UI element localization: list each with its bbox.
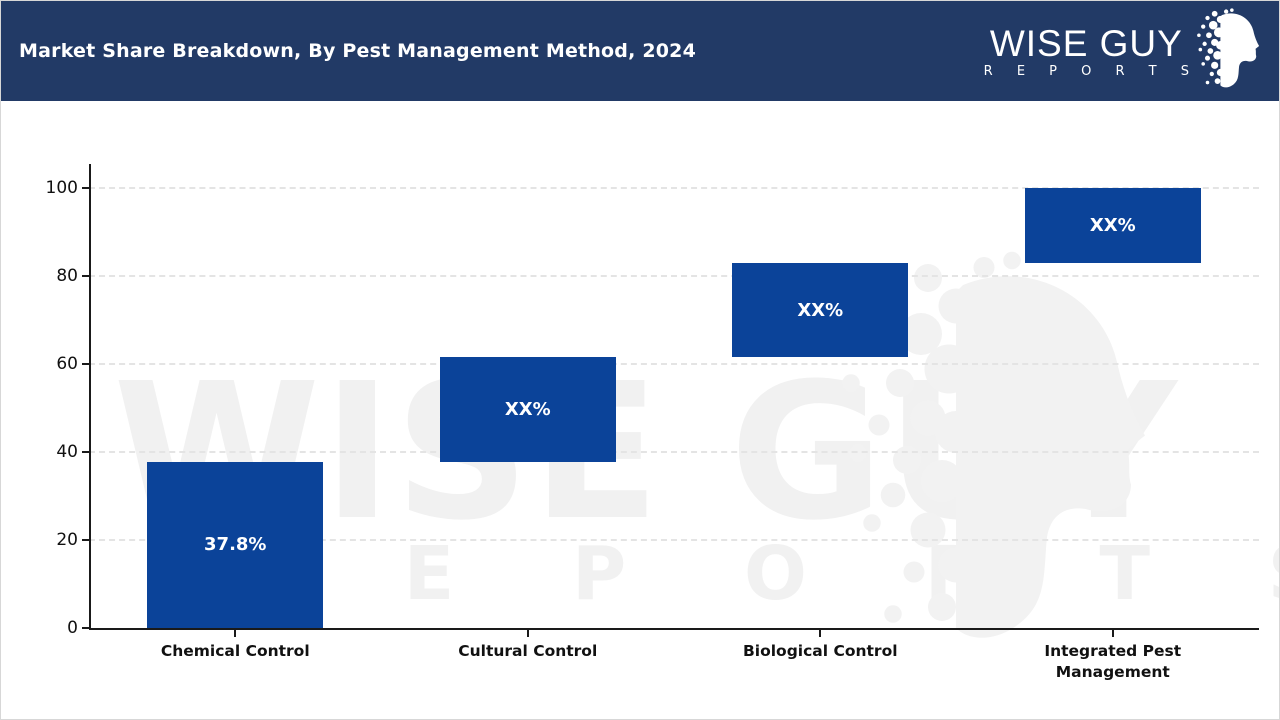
bar-value-label: 37.8%: [204, 534, 267, 556]
category-label: Chemical Control: [160, 642, 310, 660]
gridline: [89, 363, 1259, 365]
bar-value-label: XX%: [1089, 214, 1136, 236]
y-tick-mark: [82, 187, 89, 189]
bar-value-label: XX%: [797, 299, 844, 321]
gridline: [89, 275, 1259, 277]
y-axis: [89, 164, 91, 630]
y-tick-label: 80: [56, 266, 78, 286]
watermark-subtitle: R E P O R T S: [229, 531, 1280, 617]
x-tick-mark: [234, 630, 237, 637]
category-label: Integrated Pest Management: [1044, 642, 1182, 681]
x-axis: [89, 628, 1259, 630]
y-tick-label: 60: [56, 354, 78, 374]
bar-value-label: XX%: [504, 399, 551, 421]
logo-wordmark: WISE GUY: [989, 22, 1183, 64]
y-tick-label: 0: [67, 618, 78, 638]
gridline: [89, 539, 1259, 541]
gridline: [89, 187, 1259, 189]
x-tick-mark: [1111, 630, 1114, 637]
gridline: [89, 451, 1259, 453]
logo-text: WISE GUY R E P O R T S: [974, 25, 1199, 78]
x-tick-mark: [526, 630, 529, 637]
bar-integrated-pest-management: XX%: [1024, 188, 1201, 263]
y-tick-mark: [82, 539, 89, 541]
bar-chart: WISE GUY R E P O R T S 0 20 40 60 80 100 37.8%…: [1, 101, 1280, 719]
bar-cultural-control: XX%: [439, 357, 616, 462]
y-tick-mark: [82, 275, 89, 277]
category-label: Cultural Control: [458, 642, 598, 660]
category-label: Biological Control: [742, 642, 898, 660]
y-tick-mark: [82, 363, 89, 365]
chart-title: Market Share Breakdown, By Pest Manageme…: [19, 40, 697, 62]
logo-subtitle: R E P O R T S: [983, 63, 1199, 79]
report-header: Market Share Breakdown, By Pest Manageme…: [1, 1, 1279, 101]
y-tick-label: 100: [45, 178, 78, 198]
x-tick-mark: [819, 630, 822, 637]
dotted-head-icon: [1197, 8, 1260, 88]
y-tick-label: 40: [56, 442, 78, 462]
bar-biological-control: XX%: [732, 262, 909, 358]
y-tick-mark: [82, 451, 89, 453]
y-tick-label: 20: [56, 530, 78, 550]
wise-guy-reports-logo: WISE GUY R E P O R T S: [974, 8, 1265, 94]
bar-chemical-control: 37.8%: [147, 461, 324, 628]
y-tick-mark: [82, 627, 89, 629]
